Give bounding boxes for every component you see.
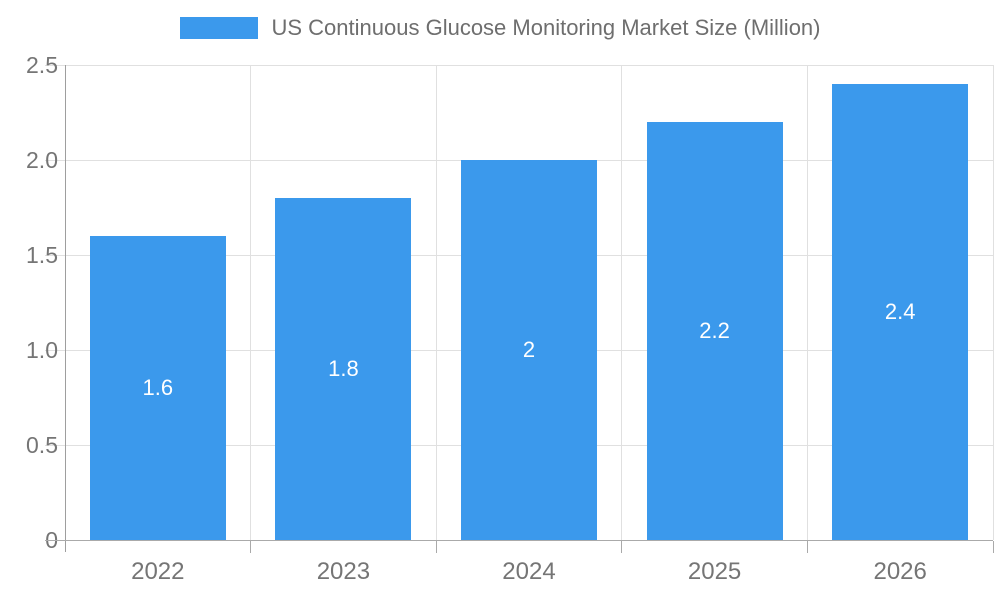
- y-axis-tick-label: 2.5: [26, 52, 58, 78]
- bar-value-label: 2: [522, 337, 536, 362]
- x-gridline: [435, 65, 437, 540]
- x-axis-tick-label: 2025: [687, 558, 742, 585]
- x-axis-tick-label: 2026: [873, 558, 927, 585]
- bar-2024[interactable]: 2: [461, 160, 597, 540]
- legend-swatch: [179, 17, 258, 39]
- legend[interactable]: US Continuous Glucose Monitoring Market …: [0, 15, 1000, 41]
- x-gridline: [250, 65, 252, 540]
- y-axis-tick-label: 2.0: [26, 147, 58, 173]
- plot-area: 0 0.5 1.0 1.5 2.0 2.5 1.6 2022 1.8 2023 2 2024 2.2 20…: [26, 52, 994, 585]
- x-axis-tick-label: 2022: [131, 558, 185, 585]
- bar-2022[interactable]: 1.6: [89, 236, 226, 540]
- x-gridline: [992, 65, 994, 540]
- bar-2025[interactable]: 2.2: [646, 122, 783, 540]
- legend-label: US Continuous Glucose Monitoring Market …: [271, 15, 821, 40]
- x-axis-line: [45, 540, 993, 541]
- y-axis-line: [65, 65, 66, 552]
- bar-value-label: 2.2: [699, 318, 730, 343]
- bar-value-label: 1.8: [328, 356, 359, 381]
- x-axis-tick: [621, 541, 623, 553]
- y-axis-tick-label: 0.5: [26, 432, 58, 458]
- x-axis-tick: [250, 541, 252, 553]
- bar-2023[interactable]: 1.8: [275, 198, 412, 540]
- x-gridline: [621, 65, 623, 540]
- x-axis-tick: [992, 541, 994, 553]
- y-gridline: [45, 64, 993, 66]
- bar-2026[interactable]: 2.4: [832, 84, 969, 540]
- y-axis-tick-label: 1.5: [26, 242, 58, 268]
- x-axis-tick-label: 2023: [316, 558, 371, 585]
- x-gridline: [806, 65, 808, 540]
- bar-value-label: 1.6: [142, 375, 174, 400]
- x-axis-tick-label: 2024: [502, 558, 556, 585]
- bar-value-label: 2.4: [884, 299, 916, 324]
- x-axis-tick: [806, 541, 808, 553]
- x-axis-tick: [435, 541, 437, 553]
- y-axis-tick-label: 1.0: [26, 337, 58, 363]
